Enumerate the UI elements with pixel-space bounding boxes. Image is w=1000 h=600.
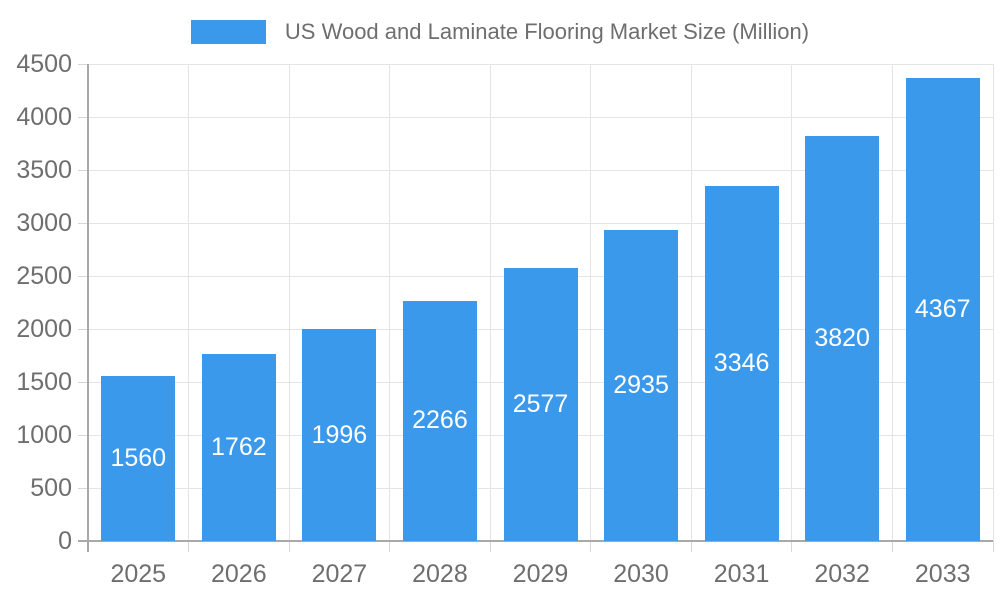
x-tick-label: 2033 [914, 560, 971, 588]
y-axis-tick [78, 116, 88, 118]
y-axis-tick [78, 434, 88, 436]
y-tick-label: 2500 [16, 262, 72, 290]
x-gridline [891, 64, 893, 541]
x-tick-label: 2026 [211, 560, 267, 588]
y-axis-line [87, 64, 89, 552]
x-tick-label: 2031 [713, 560, 770, 588]
x-axis-tick [590, 541, 592, 552]
bar-value-label: 1560 [110, 443, 167, 472]
x-tick-label: 2030 [613, 560, 669, 588]
y-tick-label: 4500 [16, 50, 72, 78]
bar[interactable]: 2266 [402, 300, 477, 541]
x-axis-tick [891, 541, 893, 552]
x-axis-tick [188, 541, 190, 552]
bar-value-label: 2935 [613, 370, 669, 399]
y-gridline [88, 116, 993, 118]
x-gridline [288, 64, 290, 541]
bar[interactable]: 2577 [503, 267, 578, 541]
y-tick-label: 2000 [16, 315, 72, 343]
bar[interactable]: 1560 [101, 375, 176, 541]
x-gridline [992, 64, 994, 541]
bar[interactable]: 4367 [905, 78, 980, 541]
x-tick-label: 2028 [412, 560, 468, 588]
chart-legend[interactable]: US Wood and Laminate Flooring Market Siz… [0, 19, 1000, 45]
y-tick-label: 1000 [16, 421, 72, 449]
bar-value-label: 3346 [713, 349, 770, 378]
y-axis-tick [78, 63, 88, 65]
y-gridline [88, 63, 993, 65]
x-tick-label: 2027 [311, 560, 368, 588]
y-axis-tick [78, 275, 88, 277]
y-axis-tick [78, 169, 88, 171]
bar-value-label: 4367 [914, 295, 971, 324]
x-axis-tick [690, 541, 692, 552]
legend-swatch [190, 20, 266, 44]
x-axis-tick [791, 541, 793, 552]
y-tick-label: 1500 [16, 368, 72, 396]
x-gridline [690, 64, 692, 541]
bar-value-label: 1762 [211, 433, 267, 462]
x-gridline [389, 64, 391, 541]
x-tick-label: 2032 [814, 560, 870, 588]
bar[interactable]: 2935 [604, 229, 679, 541]
bar[interactable]: 1762 [201, 354, 276, 541]
bar-value-label: 2266 [412, 406, 468, 435]
y-gridline [88, 169, 993, 171]
chart-title: US Wood and Laminate Flooring Market Siz… [284, 19, 810, 44]
bar-value-label: 2577 [512, 389, 569, 418]
bar[interactable]: 1996 [302, 329, 377, 541]
x-gridline [489, 64, 491, 541]
bar-value-label: 3820 [814, 324, 870, 353]
y-tick-label: 500 [30, 474, 72, 502]
y-tick-label: 3000 [16, 209, 72, 237]
y-axis-tick [78, 487, 88, 489]
y-tick-label: 4000 [16, 103, 72, 131]
y-axis-tick [78, 328, 88, 330]
y-axis-tick [78, 222, 88, 224]
y-tick-label: 0 [58, 527, 72, 555]
x-axis-line [78, 540, 993, 542]
x-gridline [590, 64, 592, 541]
x-tick-label: 2029 [512, 560, 569, 588]
y-gridline [88, 222, 993, 224]
x-axis-tick [489, 541, 491, 552]
bar-value-label: 1996 [311, 420, 368, 449]
x-axis-tick [288, 541, 290, 552]
x-gridline [791, 64, 793, 541]
bar[interactable]: 3820 [805, 136, 880, 541]
x-axis-tick [992, 541, 994, 552]
x-gridline [188, 64, 190, 541]
x-tick-label: 2025 [110, 560, 167, 588]
y-tick-label: 3500 [16, 156, 72, 184]
x-axis-tick [389, 541, 391, 552]
y-axis-tick [78, 381, 88, 383]
bar[interactable]: 3346 [704, 186, 779, 541]
